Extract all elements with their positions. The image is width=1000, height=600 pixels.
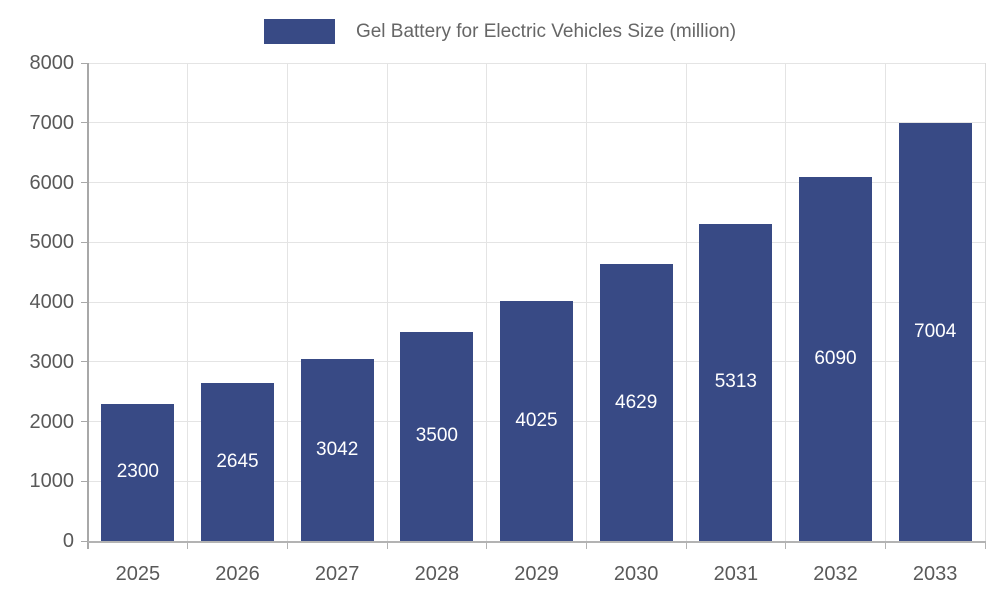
y-axis-tick: [81, 421, 88, 422]
y-axis-tick: [81, 540, 88, 542]
bar[interactable]: 6090: [799, 177, 872, 541]
y-axis-tick: [81, 361, 88, 363]
x-axis-tick: [984, 541, 986, 549]
y-axis-label: 6000: [29, 171, 75, 194]
x-axis-label: 2030: [613, 563, 659, 585]
gridline-v: [685, 63, 687, 541]
bar[interactable]: 4025: [500, 300, 573, 541]
gridline-v: [187, 63, 189, 541]
y-axis-tick: [81, 241, 88, 243]
bar[interactable]: 3042: [300, 359, 374, 541]
x-axis-label: 2032: [813, 563, 858, 585]
x-axis-tick: [386, 541, 388, 549]
gridline-v: [286, 63, 288, 541]
bar[interactable]: 5313: [699, 223, 773, 541]
bar-value-label: 2645: [216, 450, 259, 472]
y-axis-label: 2000: [29, 410, 75, 433]
gridline-v: [585, 63, 587, 541]
gridline-v: [785, 63, 787, 541]
bar-value-label: 4025: [515, 409, 558, 431]
x-axis-tick: [884, 541, 886, 549]
gridline-v: [386, 63, 388, 541]
bar[interactable]: 2645: [201, 382, 274, 541]
gridline-v: [884, 63, 886, 541]
bar-value-label: 6090: [814, 348, 857, 370]
bar-value-label: 5313: [714, 371, 757, 393]
x-axis-label: 2031: [713, 563, 759, 585]
x-axis-label: 2033: [912, 563, 958, 585]
y-axis-label: 3000: [29, 350, 75, 373]
bar-value-label: 3042: [316, 439, 359, 461]
y-axis-tick: [81, 480, 88, 482]
y-axis-tick: [81, 301, 88, 303]
y-axis-label: 0: [62, 530, 74, 552]
bar[interactable]: 7004: [898, 122, 972, 541]
x-axis-tick: [486, 541, 488, 549]
bar-value-label: 7004: [914, 320, 957, 342]
y-axis-label: 7000: [29, 111, 75, 134]
y-axis-label: 8000: [29, 52, 75, 74]
x-axis-label: 2025: [115, 563, 161, 585]
left-spine: [87, 63, 89, 549]
x-axis-label: 2029: [514, 563, 559, 585]
legend-swatch[interactable]: [263, 19, 335, 44]
y-axis-label: 5000: [29, 231, 75, 254]
legend[interactable]: Gel Battery for Electric Vehicles Size (…: [0, 19, 1000, 44]
bar-value-label: 4629: [615, 391, 658, 413]
gridline-h: [88, 182, 985, 183]
y-axis-label: 1000: [29, 470, 75, 493]
y-axis-tick: [81, 122, 88, 124]
bar[interactable]: 4629: [599, 264, 673, 541]
bar[interactable]: 3500: [400, 331, 474, 541]
x-axis-label: 2027: [314, 563, 360, 585]
x-axis-tick: [286, 541, 288, 549]
right-spine: [985, 63, 986, 541]
bar-value-label: 2300: [116, 461, 159, 483]
x-axis-label: 2028: [414, 563, 460, 585]
y-axis-tick: [81, 182, 88, 183]
legend-label[interactable]: Gel Battery for Electric Vehicles Size (…: [355, 21, 737, 42]
gridline-h: [88, 241, 985, 243]
x-axis-tick: [585, 541, 587, 549]
bottom-spine: [88, 541, 986, 543]
bar-value-label: 3500: [415, 425, 458, 447]
x-axis-tick: [187, 541, 189, 549]
y-axis-label: 4000: [29, 291, 75, 313]
gridline-v: [486, 63, 488, 541]
y-axis-tick: [81, 62, 88, 64]
x-axis-label: 2026: [215, 563, 260, 585]
x-axis-tick: [685, 541, 687, 549]
bar[interactable]: 2300: [101, 403, 175, 541]
x-axis-tick: [785, 541, 787, 549]
gridline-h: [88, 62, 985, 64]
gridline-h: [88, 122, 985, 124]
